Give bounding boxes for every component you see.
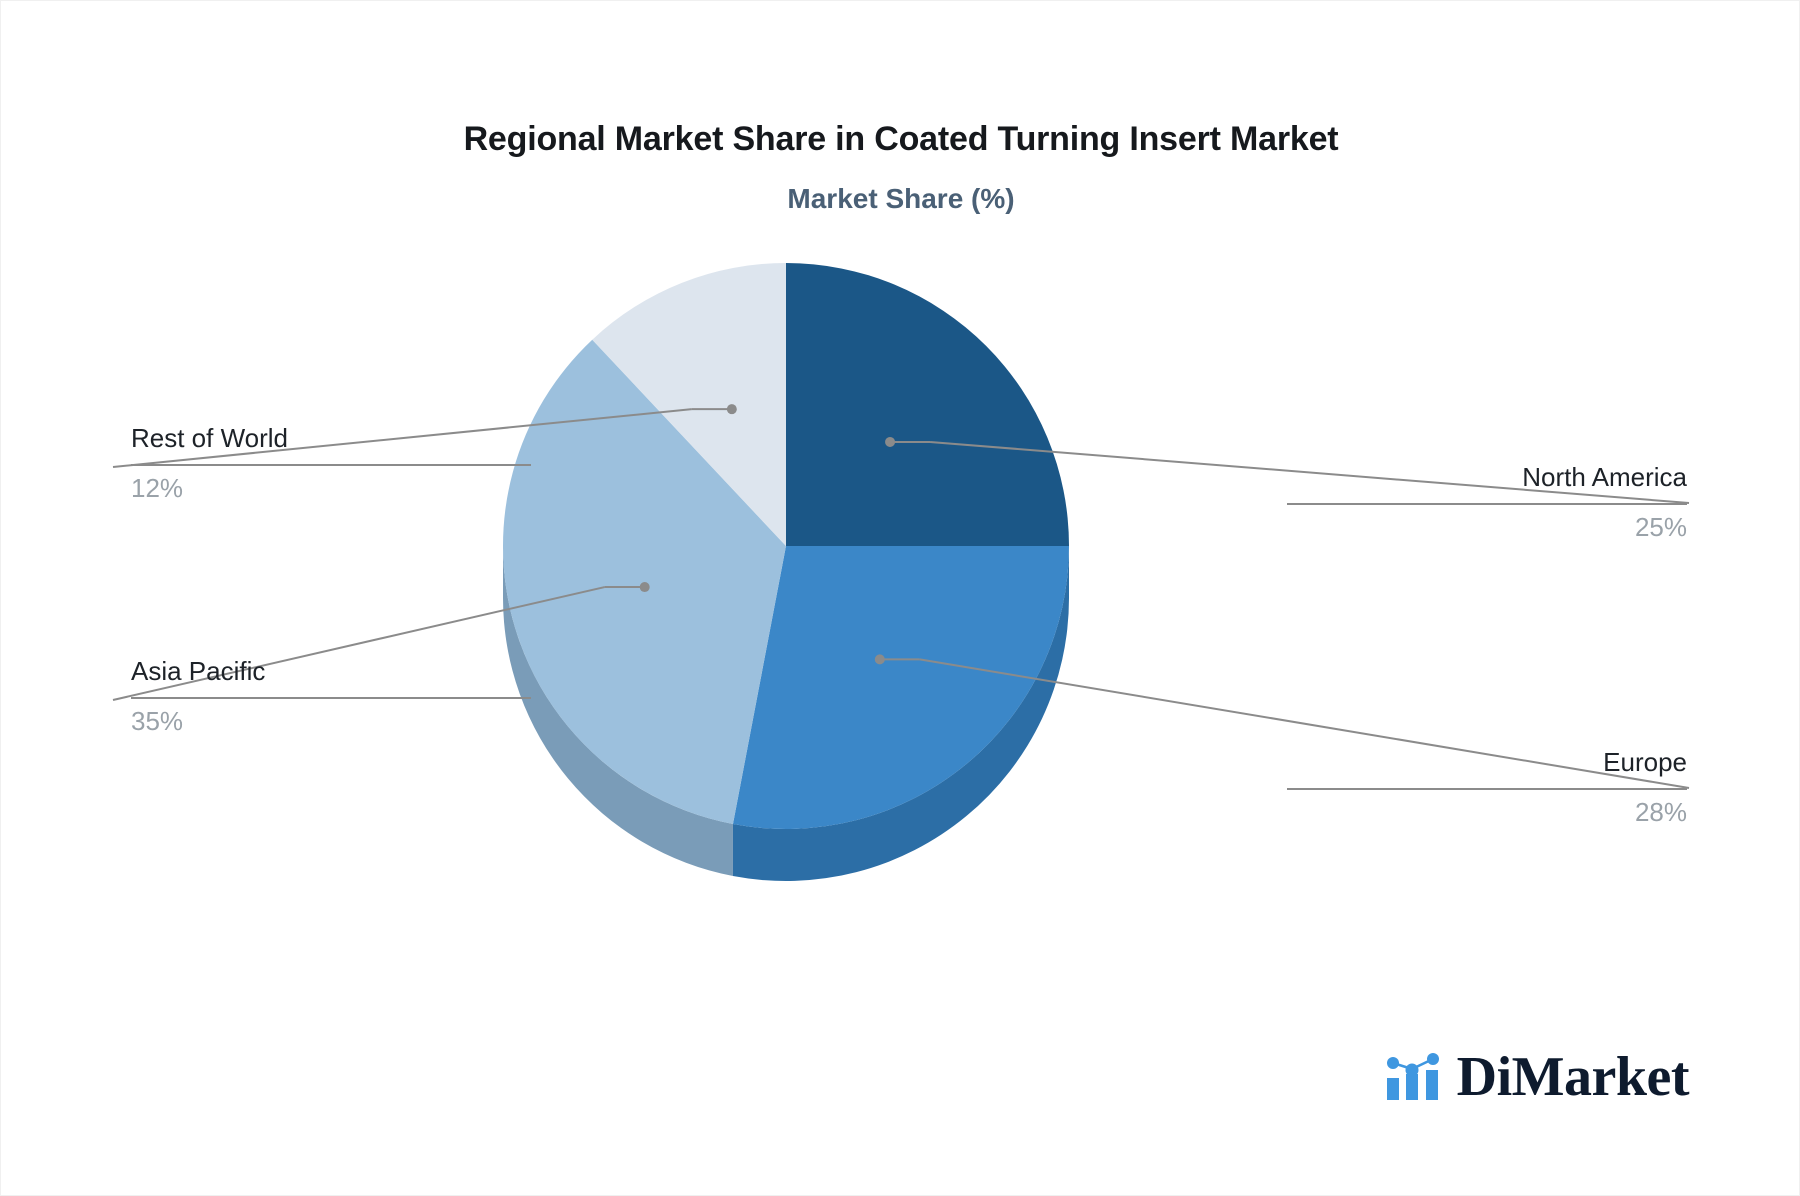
callout-rule	[1287, 502, 1687, 505]
callout-value: 12%	[131, 472, 184, 503]
callout-north-america[interactable]: North America 25%	[1287, 461, 1687, 543]
pie-slice-rest-of-world[interactable]	[592, 263, 786, 546]
callout-value: 35%	[131, 705, 184, 736]
leader-anchor-dot	[874, 654, 885, 665]
callout-value: 25%	[1634, 511, 1687, 542]
pie-slice-side	[732, 546, 1070, 881]
pie-slice-asia-pacific[interactable]	[502, 339, 786, 824]
pie-slice-europe[interactable]	[732, 546, 1070, 830]
leader-anchor-dot	[726, 404, 737, 415]
chart-subtitle: Market Share (%)	[787, 182, 1015, 214]
bar-chart-icon	[1386, 1053, 1439, 1100]
pie-slice-north-america[interactable]	[786, 263, 1069, 546]
pie-3d-sides	[503, 546, 1070, 881]
brand-name: DiMarket	[1456, 1046, 1690, 1108]
brand-logo: DiMarket	[1385, 1046, 1690, 1108]
callout-rule	[131, 463, 531, 466]
pie-slice-side	[503, 546, 733, 876]
callout-label: Asia Pacific	[131, 656, 266, 686]
title-block: Regional Market Share in Coated Turning …	[1, 119, 1799, 215]
callout-asia-pacific[interactable]: Asia Pacific 35%	[131, 655, 531, 737]
callout-label: North America	[1522, 462, 1687, 492]
callout-value: 28%	[1634, 796, 1687, 827]
page-title: Regional Market Share in Coated Turning …	[463, 120, 1339, 158]
leader-anchor-dot	[885, 436, 896, 447]
callout-rule	[1287, 787, 1687, 790]
callout-label: Europe	[1603, 747, 1687, 777]
callout-europe[interactable]: Europe 28%	[1287, 746, 1687, 828]
callout-rest-of-world[interactable]: Rest of World 12%	[131, 422, 531, 504]
callout-rule	[131, 696, 531, 699]
pie-slices	[502, 263, 1070, 830]
leader-anchor-dot	[639, 582, 650, 593]
callout-label: Rest of World	[131, 423, 289, 453]
